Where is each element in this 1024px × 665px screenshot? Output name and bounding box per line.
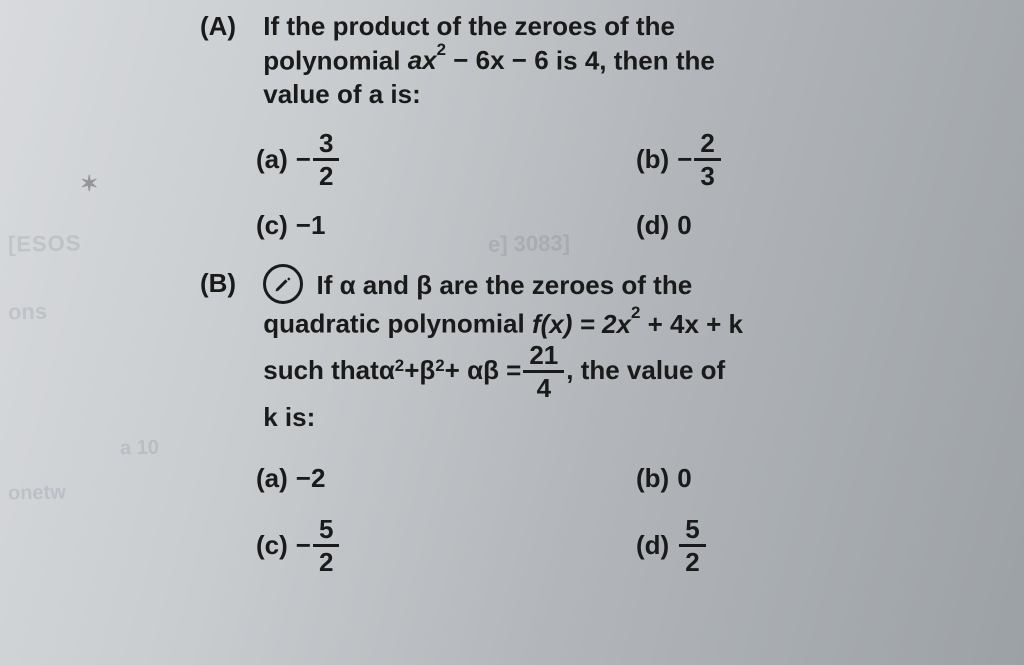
option-a-b: (b) − 2 3 <box>636 130 976 189</box>
qb-line4: k is: <box>263 402 315 432</box>
option-label: (a) <box>256 462 288 496</box>
qa-line3: value of a is: <box>263 79 421 109</box>
option-label: (c) <box>256 529 288 563</box>
option-label: (b) <box>636 462 669 496</box>
qb-a-exp: 2 <box>395 355 404 377</box>
question-b-options: (a) −2 (b) 0 (c) − 5 2 (d) <box>256 452 984 575</box>
question-a-options: (a) − 3 2 (b) − 2 3 <box>256 130 984 253</box>
qb-fx-rest: + 4x + k <box>640 309 743 339</box>
option-label: (c) <box>256 209 288 243</box>
question-a: (A) If the product of the zeroes of the … <box>200 10 984 253</box>
option-label: (d) <box>636 529 669 563</box>
option-value: −2 <box>296 462 326 496</box>
option-a-d: (d) 0 <box>636 199 976 253</box>
fraction-den: 2 <box>679 547 705 575</box>
fraction-num: 3 <box>313 130 339 161</box>
qa-poly-a: ax <box>408 45 437 75</box>
option-label: (d) <box>636 209 669 243</box>
qb-line3-post: , the value of <box>566 354 725 388</box>
qb-alpha: α <box>379 354 395 388</box>
option-b-a: (a) −2 <box>256 452 636 506</box>
qa-line2-pre: polynomial <box>263 45 407 75</box>
fraction-num: 21 <box>523 342 564 373</box>
qb-line2-pre: quadratic polynomial <box>263 309 532 339</box>
question-b-text: If α and β are the zeroes of the quadrat… <box>263 267 983 434</box>
fraction: 5 2 <box>313 516 339 575</box>
option-b-b: (b) 0 <box>636 452 976 506</box>
option-row: (c) − 5 2 (d) 5 2 <box>256 516 984 575</box>
qa-line1: If the product of the zeroes of the <box>263 11 675 41</box>
option-a-c: (c) −1 <box>256 199 636 253</box>
option-value: 0 <box>677 462 691 496</box>
fraction-den: 4 <box>531 373 557 401</box>
qb-line3: such that α2 + β2 + αβ = 21 4 , the valu… <box>263 342 725 401</box>
qb-fx: f(x) = 2x2 + 4x + k <box>532 309 743 339</box>
neg-sign: − <box>677 143 692 177</box>
qb-plus: + <box>404 354 419 388</box>
option-label: (a) <box>256 143 288 177</box>
fraction-num: 2 <box>694 130 720 161</box>
fraction: 2 3 <box>694 130 720 189</box>
fraction: 5 2 <box>679 516 705 575</box>
qb-line3-pre: such that <box>263 354 379 388</box>
option-row: (a) −2 (b) 0 <box>256 452 984 506</box>
qb-plus-ab-eq: + αβ = <box>445 354 522 388</box>
option-row: (c) −1 (d) 0 <box>256 199 984 253</box>
fraction-den: 2 <box>313 547 339 575</box>
qb-line1: If α and β are the zeroes of the <box>316 270 692 300</box>
qb-exp-2: 2 <box>631 303 640 322</box>
fraction-num: 5 <box>313 516 339 547</box>
fraction: 3 2 <box>313 130 339 189</box>
option-b-d: (d) 5 2 <box>636 516 976 575</box>
qa-line2-post: is 4, then the <box>549 45 715 75</box>
fraction: 21 4 <box>523 342 564 401</box>
option-b-c: (c) − 5 2 <box>256 516 636 575</box>
option-a-a: (a) − 3 2 <box>256 130 636 189</box>
neg-sign: − <box>296 529 311 563</box>
neg-sign: − <box>296 143 311 177</box>
qb-expr: α2 + β2 + αβ = 21 4 <box>379 342 566 401</box>
fraction-num: 5 <box>679 516 705 547</box>
fraction-den: 2 <box>313 161 339 189</box>
qa-exp-2: 2 <box>437 40 446 59</box>
qa-poly-rest: − 6x − 6 <box>446 45 549 75</box>
qb-b-exp: 2 <box>435 355 444 377</box>
question-b-label: (B) <box>200 267 256 301</box>
question-a-text: If the product of the zeroes of the poly… <box>263 10 983 112</box>
question-b: (B) If α and β are the zeroes of the qua… <box>200 267 984 575</box>
worksheet-page: (A) If the product of the zeroes of the … <box>0 0 1024 595</box>
option-value: 0 <box>677 209 691 243</box>
qa-poly: ax2 − 6x − 6 <box>408 45 549 75</box>
option-value: −1 <box>296 209 326 243</box>
pencil-icon <box>263 264 303 304</box>
fraction-den: 3 <box>694 161 720 189</box>
option-row: (a) − 3 2 (b) − 2 3 <box>256 130 984 189</box>
qb-beta: β <box>419 354 435 388</box>
question-a-label: (A) <box>200 10 256 44</box>
option-label: (b) <box>636 143 669 177</box>
qb-fx-a: f(x) = 2x <box>532 309 631 339</box>
